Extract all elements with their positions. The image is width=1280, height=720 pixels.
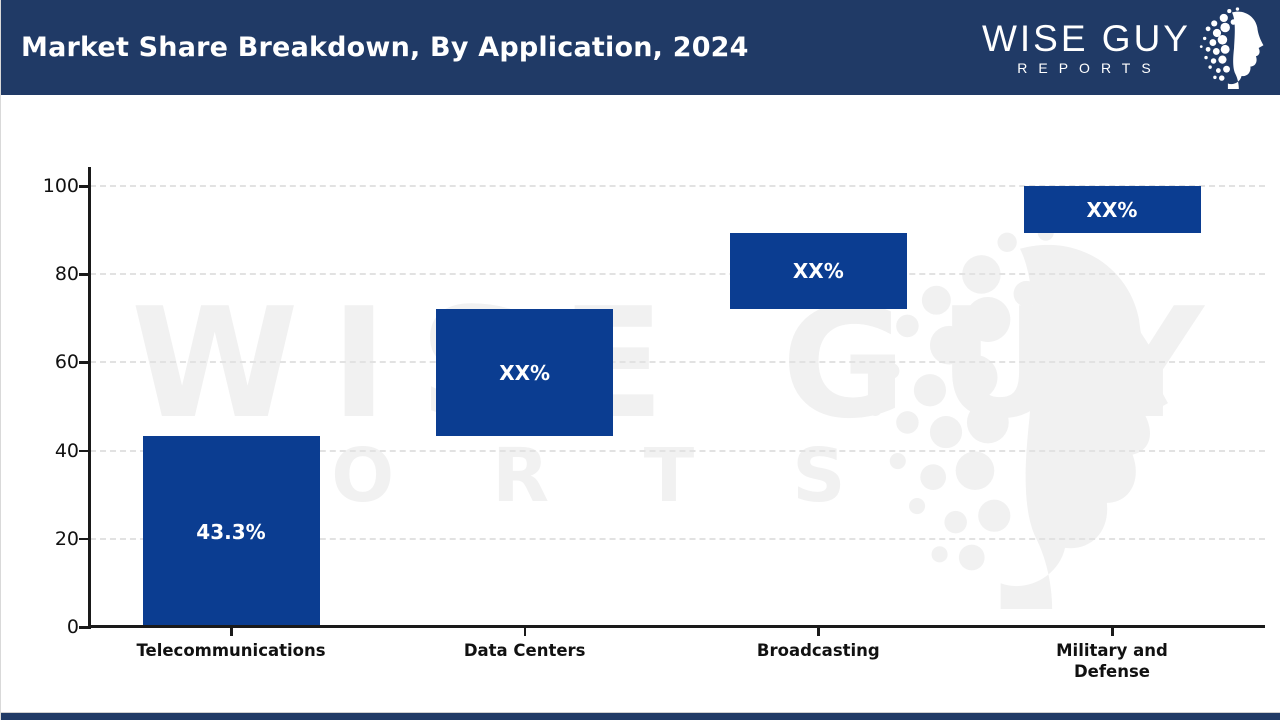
y-axis-tick-label: 60	[54, 351, 79, 374]
bar-segment: XX%	[729, 233, 907, 310]
footer-bar	[1, 712, 1280, 720]
chart-title: Market Share Breakdown, By Application, …	[21, 32, 749, 63]
y-axis-tick	[79, 537, 88, 541]
brand-logo: WISE GUY REPORTS	[982, 6, 1267, 89]
category-label: Broadcasting	[756, 641, 880, 660]
y-axis-line	[88, 167, 91, 629]
x-axis-tick	[230, 628, 233, 636]
brand-head-icon	[1199, 6, 1264, 89]
y-axis-tick	[79, 273, 88, 276]
y-axis-tick	[79, 626, 88, 629]
bar-segment: 43.3%	[142, 436, 320, 627]
header-bar: Market Share Breakdown, By Application, …	[1, 0, 1280, 95]
y-axis-tick-label: 80	[54, 263, 79, 286]
bar-value-label: 43.3%	[196, 519, 266, 544]
gridline	[90, 273, 1265, 276]
y-axis-tick-label: 0	[66, 616, 79, 638]
brand-name: WISE GUY	[981, 17, 1191, 59]
bar-segment: XX%	[1023, 186, 1201, 234]
bar-value-label: XX%	[792, 259, 844, 284]
x-axis-tick	[1111, 628, 1114, 636]
watermark-head-icon	[868, 224, 1168, 609]
y-axis-tick	[79, 449, 88, 453]
category-label: Telecommunications	[136, 641, 326, 660]
brand-subtitle: REPORTS	[1017, 59, 1162, 76]
chart-area: WISE GUY PORTS 0 20 40 60 80 100 43.3% Telecomm…	[1, 95, 1280, 712]
x-axis-line	[89, 625, 1265, 628]
y-axis-tick-label: 40	[54, 439, 79, 462]
y-axis-tick	[79, 185, 88, 188]
y-axis-tick-label: 20	[54, 527, 79, 550]
x-axis-tick	[817, 628, 820, 636]
brand-logo-text: WISE GUY REPORTS	[982, 20, 1191, 76]
gridline	[90, 185, 1265, 187]
gridline	[90, 537, 1265, 540]
category-label: Data Centers	[463, 641, 586, 660]
y-axis-tick-label: 100	[42, 175, 79, 197]
category-label: Military and Defense	[1056, 641, 1168, 681]
gridline	[90, 449, 1265, 452]
bar-value-label: XX%	[1086, 197, 1138, 222]
gridline	[90, 361, 1265, 364]
bar-value-label: XX%	[499, 360, 551, 385]
bar-segment: XX%	[436, 309, 614, 437]
x-axis-tick	[523, 628, 527, 636]
y-axis-tick	[79, 361, 88, 364]
